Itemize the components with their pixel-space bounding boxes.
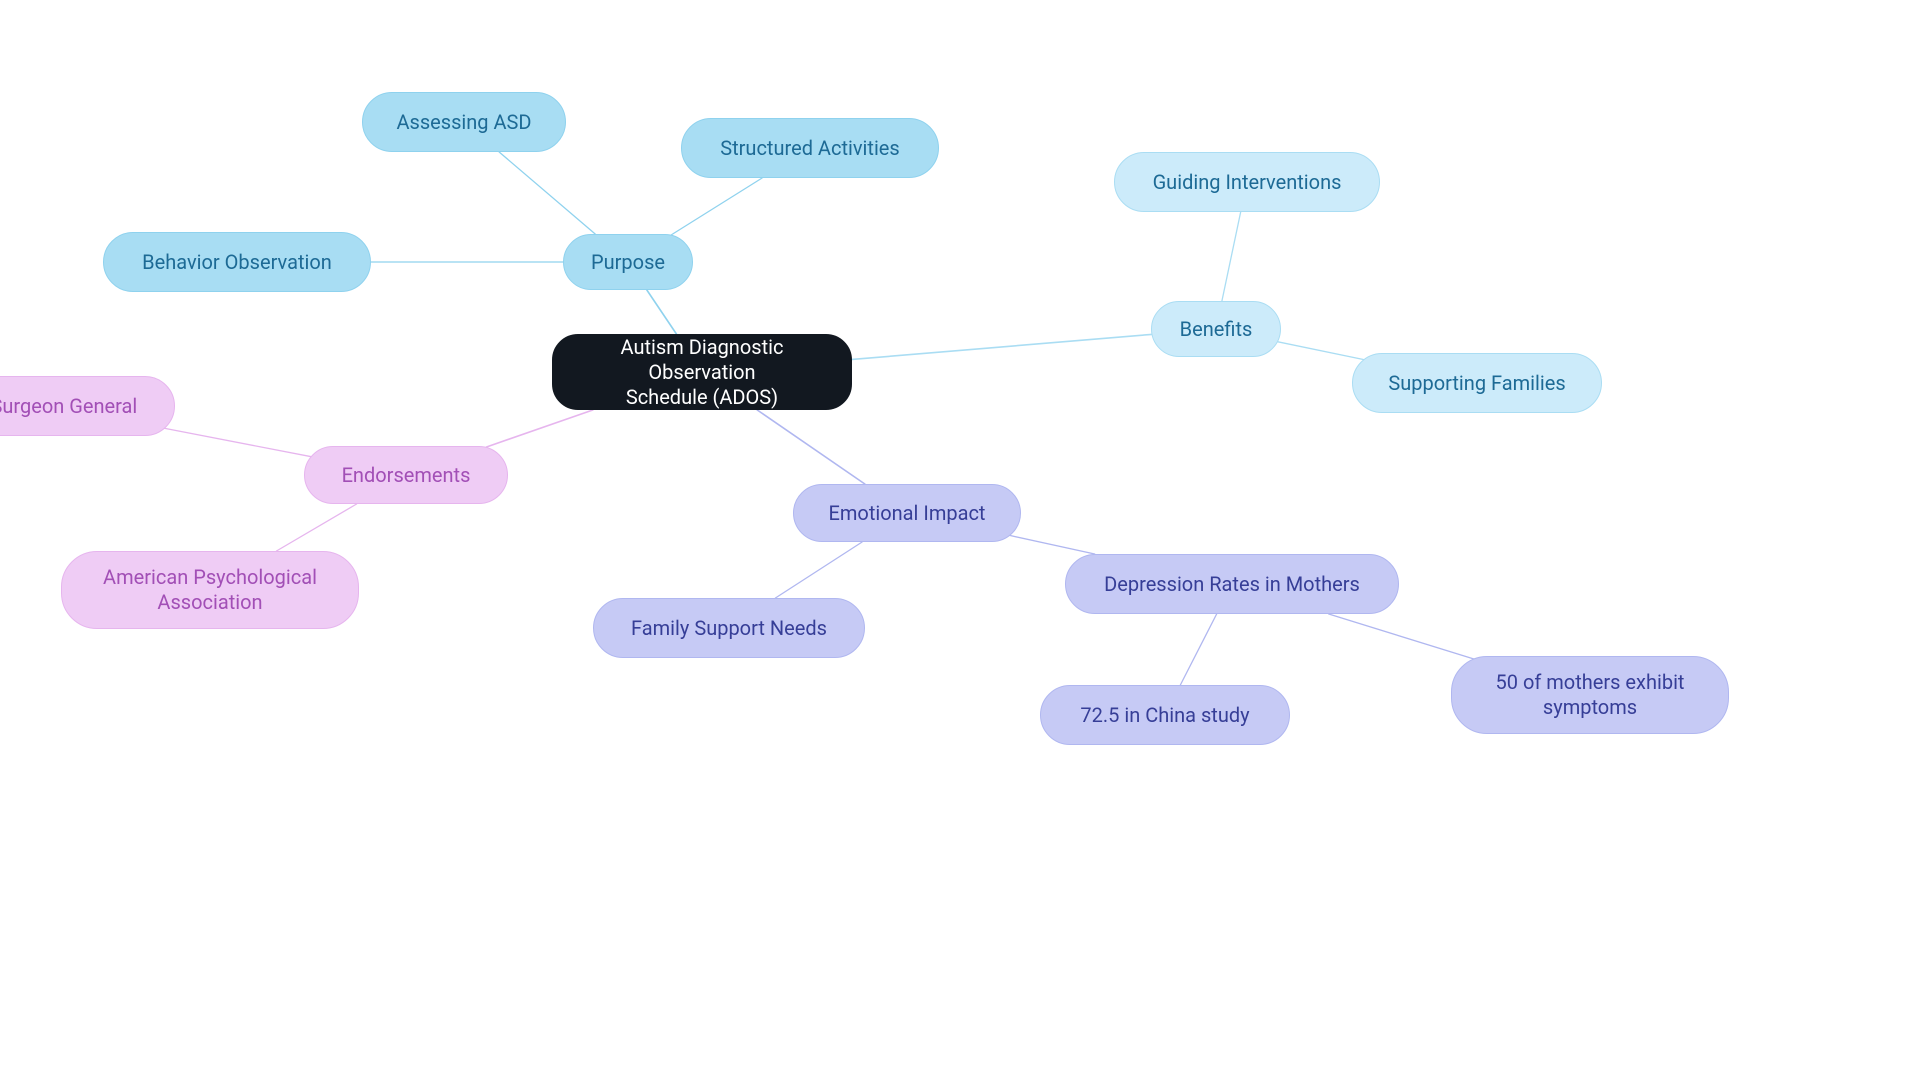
edge [487,410,593,447]
edge [165,428,311,456]
node-guiding-interventions: Guiding Interventions [1114,152,1380,212]
edge [499,152,595,234]
edge [775,542,862,598]
edge [757,410,865,484]
edge [1222,212,1241,301]
node-benefits: Benefits [1151,301,1281,357]
node-structured-activities: Structured Activities [681,118,939,178]
edge [671,178,762,235]
node-emotional-impact: Emotional Impact [793,484,1021,542]
node-root: Autism Diagnostic Observation Schedule (… [552,334,852,410]
node-apa: American Psychological Association [61,551,359,629]
edge [276,504,356,551]
node-behavior-observation: Behavior Observation [103,232,371,292]
edge [1180,614,1216,685]
node-depression-rates: Depression Rates in Mothers [1065,554,1399,614]
node-fifty-mothers: 50 of mothers exhibit symptoms [1451,656,1729,734]
node-us-surgeon-general: US Surgeon General [0,376,175,436]
edge [1010,536,1094,554]
edge [1278,342,1363,360]
edge [1329,614,1484,662]
node-endorsements: Endorsements [304,446,508,504]
edge [852,334,1152,359]
node-china-study: 72.5 in China study [1040,685,1290,745]
node-supporting-families: Supporting Families [1352,353,1602,413]
node-purpose: Purpose [563,234,693,290]
node-assessing-asd: Assessing ASD [362,92,566,152]
mindmap-canvas: Autism Diagnostic Observation Schedule (… [0,0,1920,1083]
edge [647,290,677,334]
node-family-support-needs: Family Support Needs [593,598,865,658]
